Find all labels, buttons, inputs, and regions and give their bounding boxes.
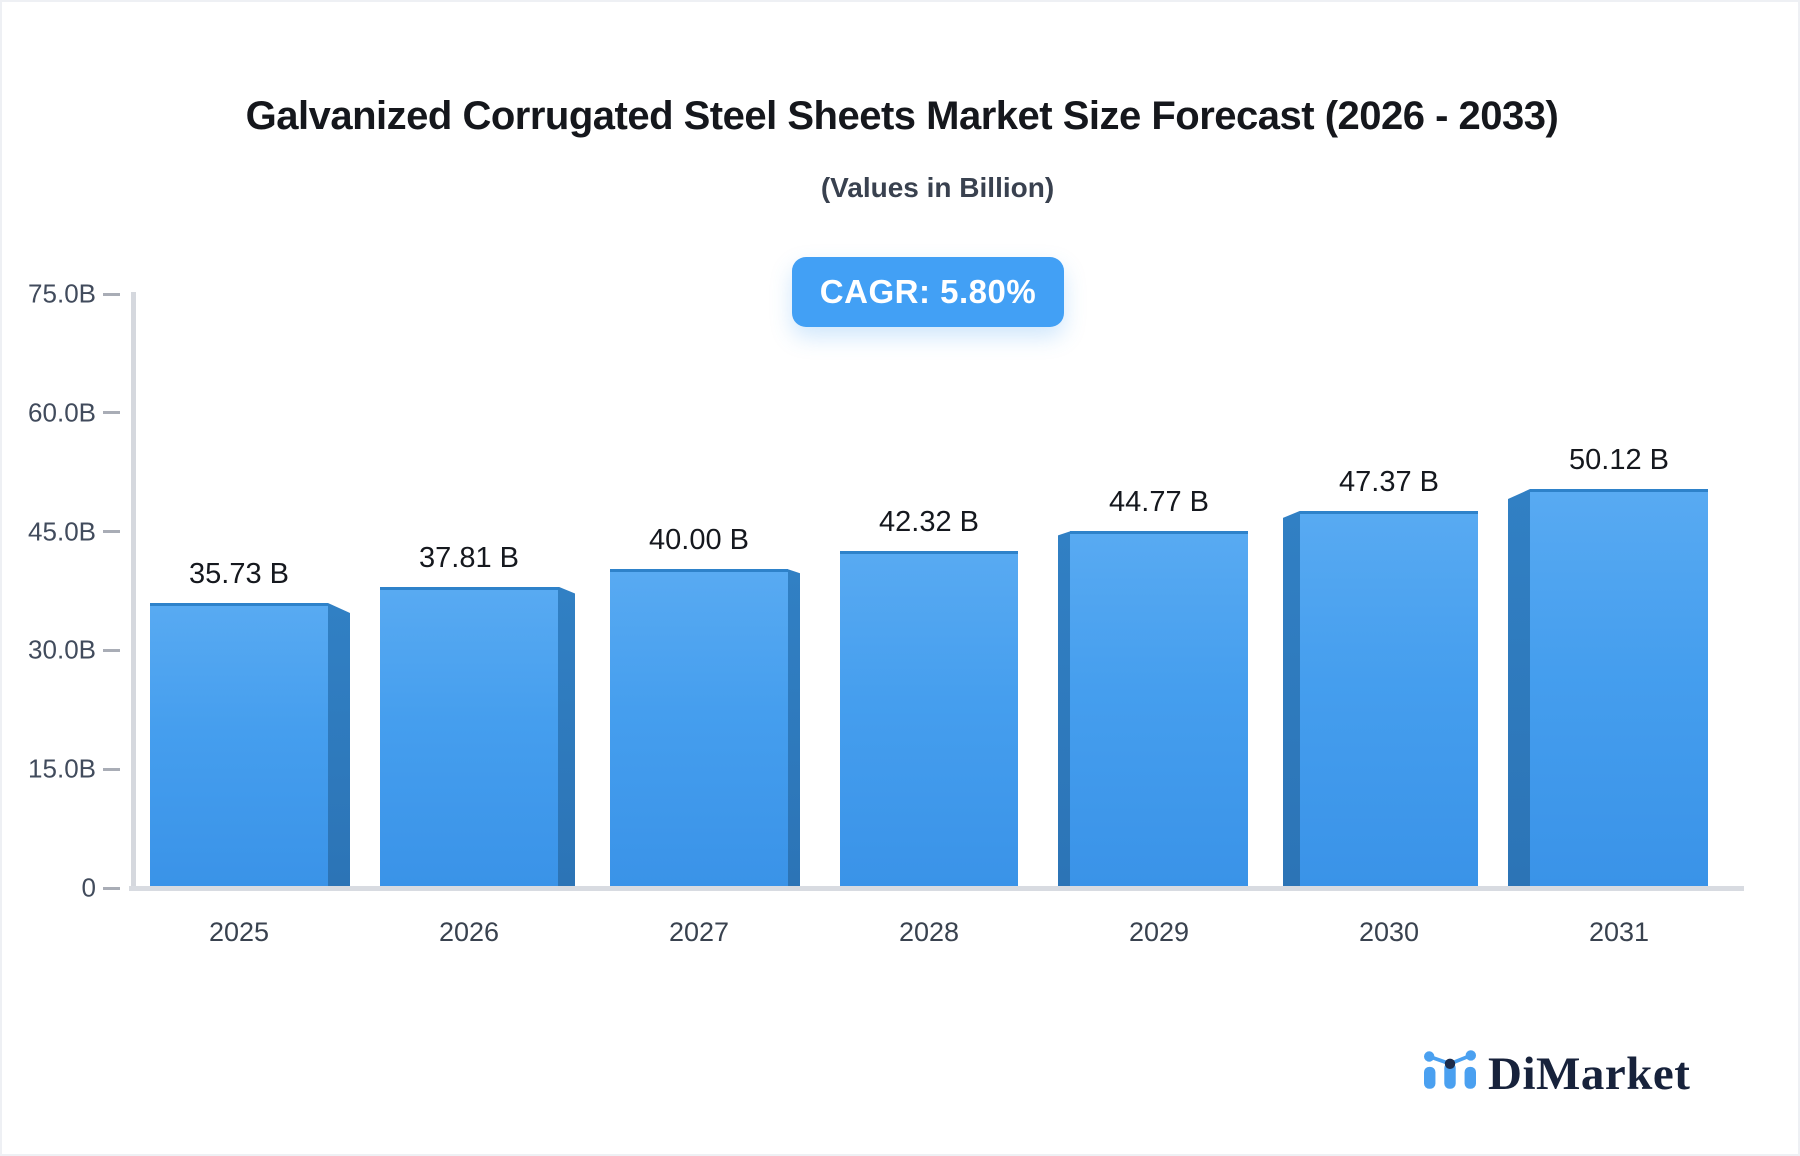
bar[interactable] <box>1300 510 1478 886</box>
bar[interactable] <box>610 569 788 886</box>
x-tick-label: 2026 <box>438 917 500 947</box>
bar[interactable] <box>1070 531 1248 886</box>
y-tick-dash <box>103 767 120 771</box>
cagr-badge: CAGR: 5.80% <box>792 257 1064 327</box>
bar-value-label: 40.00 B <box>649 524 749 557</box>
cagr-badge-label: CAGR: 5.80% <box>819 273 1037 310</box>
bar[interactable] <box>840 550 1018 886</box>
bar-value-label: 37.81 B <box>419 541 519 574</box>
logo-text: DiMarket <box>1488 1048 1691 1100</box>
bar-value-label: 44.77 B <box>1109 486 1209 519</box>
y-tick-dash <box>103 411 120 415</box>
x-axis-baseline <box>129 886 1744 891</box>
dimarket-logo: DiMarket <box>1424 1048 1691 1100</box>
bar-value-label: 35.73 B <box>189 558 289 591</box>
y-tick-label: 45.0B <box>28 516 96 547</box>
y-tick-dash <box>103 292 120 296</box>
x-tick-label: 2025 <box>208 917 270 947</box>
x-tick-label: 2031 <box>1588 917 1650 947</box>
bar[interactable] <box>1530 489 1708 886</box>
y-tick-label: 60.0B <box>28 397 96 428</box>
page-title: Galvanized Corrugated Steel Sheets Marke… <box>245 94 1559 138</box>
x-tick-label: 2028 <box>898 917 960 947</box>
y-axis-line <box>131 292 136 891</box>
bar-side-face <box>1508 489 1530 886</box>
y-tick-label: 30.0B <box>28 634 96 665</box>
bar-value-label: 50.12 B <box>1569 444 1669 477</box>
y-tick-dash <box>103 648 120 652</box>
mini-bar-chart-logo-icon <box>1424 1050 1476 1094</box>
bar-side-face <box>1058 531 1070 886</box>
bar-side-face <box>788 569 800 886</box>
bar-value-label: 42.32 B <box>879 505 979 538</box>
y-tick-label: 75.0B <box>28 278 96 309</box>
bar[interactable] <box>380 586 558 886</box>
y-tick-dash <box>103 530 120 534</box>
bar-side-face <box>328 603 350 886</box>
bar-value-label: 47.37 B <box>1339 465 1439 498</box>
bar-side-face <box>1283 510 1300 886</box>
bar-side-face <box>558 586 575 886</box>
chart-subtitle: (Values in Billion) <box>820 172 1055 203</box>
x-tick-label: 2029 <box>1128 917 1190 947</box>
x-tick-label: 2027 <box>668 917 730 947</box>
x-tick-label: 2030 <box>1358 917 1420 947</box>
bar[interactable] <box>150 603 328 886</box>
y-tick-dash <box>103 886 120 890</box>
y-tick-label: 0 <box>81 872 96 903</box>
y-tick-label: 15.0B <box>28 753 96 784</box>
